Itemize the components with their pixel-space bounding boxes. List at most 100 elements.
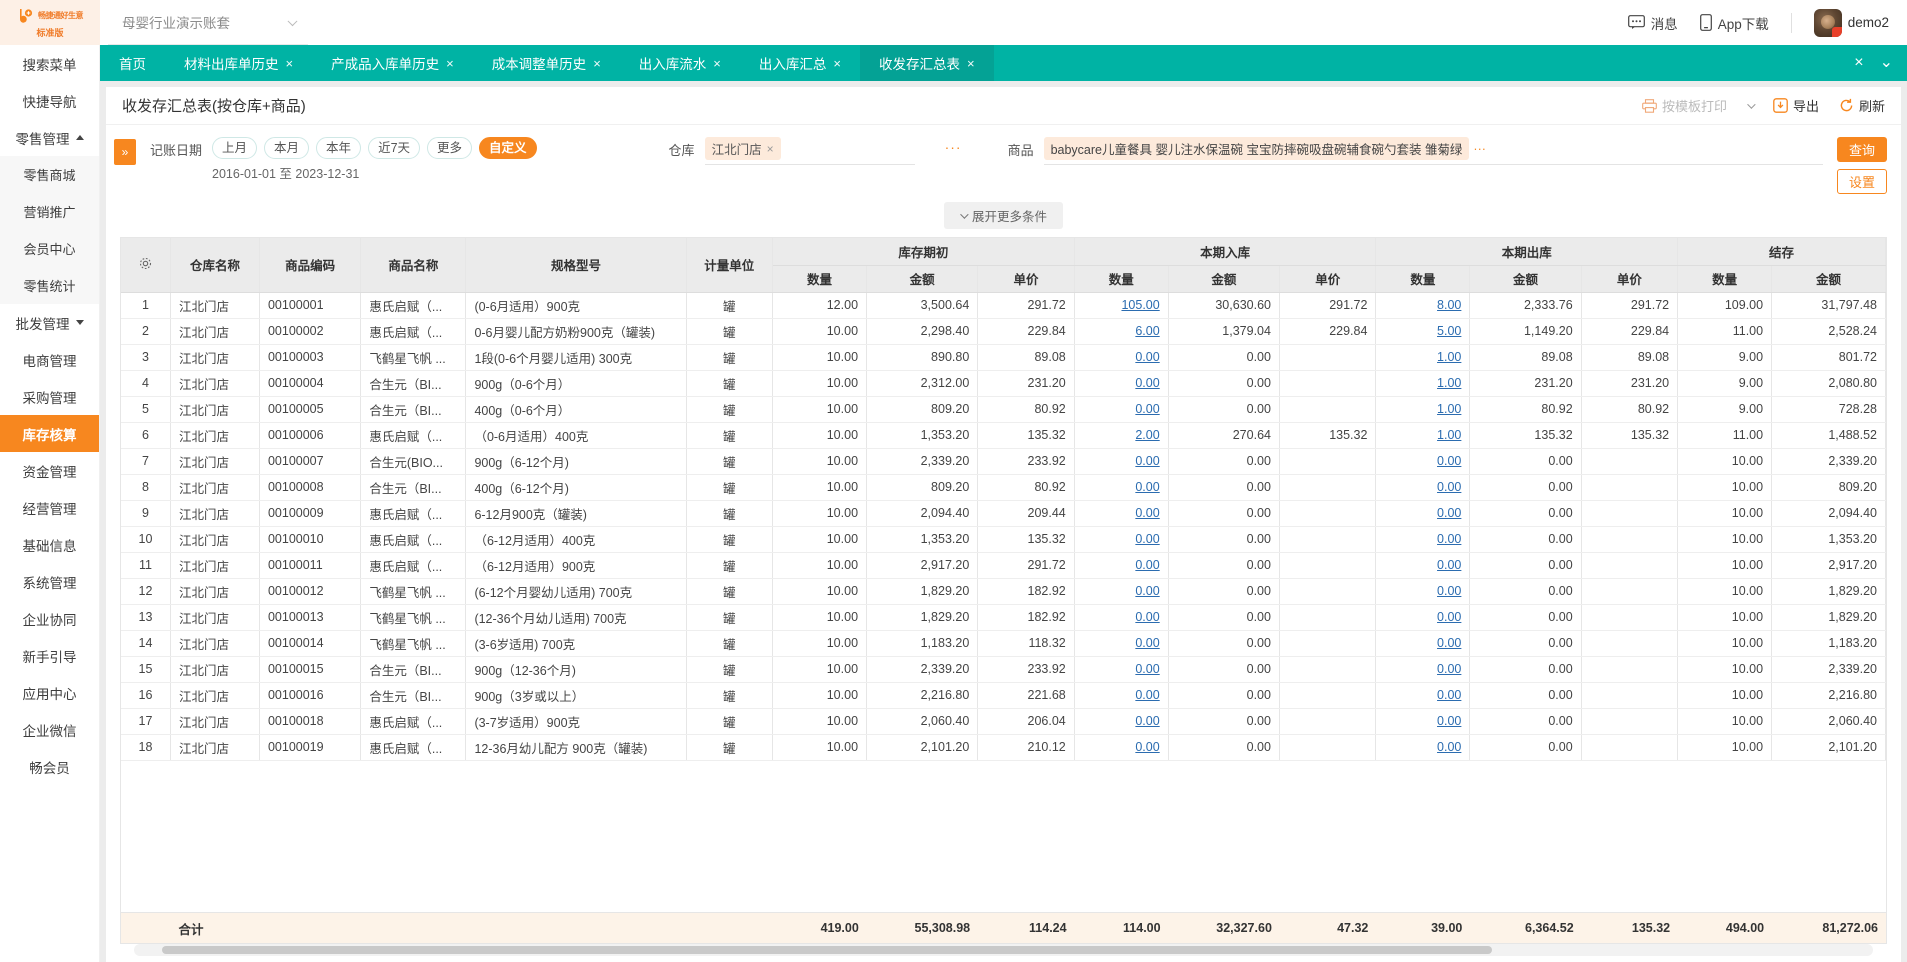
close-icon[interactable]: ×: [833, 55, 841, 71]
brand-logo[interactable]: 畅捷通好生意 标准版: [0, 0, 100, 45]
cell-inbound-qty[interactable]: 0.00: [1074, 578, 1169, 605]
sidebar-item-purchasing[interactable]: 采购管理: [0, 378, 99, 415]
drilldown-link[interactable]: 1.00: [1437, 350, 1462, 364]
cell-outbound-qty[interactable]: 0.00: [1375, 552, 1471, 579]
cell-inbound-qty[interactable]: 0.00: [1074, 708, 1169, 735]
drilldown-link[interactable]: 0.00: [1135, 662, 1160, 676]
cell-inbound-qty[interactable]: 0.00: [1074, 630, 1169, 657]
cell-outbound-qty[interactable]: 1.00: [1375, 344, 1471, 371]
date-chip-last-month[interactable]: 上月: [212, 137, 258, 159]
header-spec-model[interactable]: 规格型号: [465, 238, 687, 293]
drilldown-link[interactable]: 0.00: [1437, 532, 1462, 546]
table-row[interactable]: 13 江北门店 00100013 飞鹤星飞帆 ... (12-36个月幼儿适用) 700…: [121, 604, 1886, 631]
drilldown-link[interactable]: 0.00: [1135, 506, 1160, 520]
drilldown-link[interactable]: 105.00: [1121, 298, 1160, 312]
tab-home[interactable]: 首页: [100, 45, 165, 81]
date-chip-this-month[interactable]: 本月: [264, 137, 310, 159]
header-outbound-qty[interactable]: 数量: [1375, 265, 1471, 293]
cell-inbound-qty[interactable]: 0.00: [1074, 604, 1169, 631]
cell-inbound-qty[interactable]: 2.00: [1074, 422, 1169, 449]
header-closing-amount[interactable]: 金额: [1771, 265, 1886, 293]
cell-outbound-qty[interactable]: 0.00: [1375, 474, 1471, 501]
tab-inout-flow[interactable]: 出入库流水 ×: [620, 45, 740, 81]
filter-collapse-toggle[interactable]: »: [114, 139, 136, 165]
refresh-button[interactable]: 刷新: [1839, 96, 1885, 115]
table-row[interactable]: 8 江北门店 00100008 合生元（BI... 400g（6-12个月) 罐 10.00…: [121, 474, 1886, 501]
cell-outbound-qty[interactable]: 0.00: [1375, 500, 1471, 527]
scrollbar-thumb[interactable]: [162, 946, 1492, 954]
close-icon[interactable]: ×: [593, 55, 601, 71]
sidebar-item-operations[interactable]: 经营管理: [0, 489, 99, 526]
table-row[interactable]: 9 江北门店 00100009 惠氏启赋（... 6-12月900克（罐装) 罐 10.00…: [121, 500, 1886, 527]
drilldown-link[interactable]: 0.00: [1135, 532, 1160, 546]
table-row[interactable]: 14 江北门店 00100014 飞鹤星飞帆 ... (3-6岁适用) 700克罐 10.…: [121, 630, 1886, 657]
drilldown-link[interactable]: 0.00: [1437, 610, 1462, 624]
drilldown-link[interactable]: 0.00: [1437, 506, 1462, 520]
cell-inbound-qty[interactable]: 0.00: [1074, 682, 1169, 709]
cell-inbound-qty[interactable]: 0.00: [1074, 370, 1169, 397]
cell-outbound-qty[interactable]: 0.00: [1375, 604, 1471, 631]
close-icon[interactable]: ×: [713, 55, 721, 71]
drilldown-link[interactable]: 0.00: [1437, 558, 1462, 572]
table-row[interactable]: 1 江北门店 00100001 惠氏启赋（... (0-6月适用）900克罐 12.00 3…: [121, 292, 1886, 319]
cell-outbound-qty[interactable]: 8.00: [1375, 292, 1471, 319]
drilldown-link[interactable]: 0.00: [1135, 584, 1160, 598]
cell-outbound-qty[interactable]: 0.00: [1375, 708, 1471, 735]
drilldown-link[interactable]: 0.00: [1437, 740, 1462, 754]
drilldown-link[interactable]: 0.00: [1437, 688, 1462, 702]
drilldown-link[interactable]: 0.00: [1135, 636, 1160, 650]
print-template-button[interactable]: 按模板打印: [1642, 96, 1727, 115]
drilldown-link[interactable]: 0.00: [1135, 714, 1160, 728]
tab-options-icon[interactable]: ⌄: [1879, 54, 1893, 71]
header-opening-qty[interactable]: 数量: [772, 265, 868, 293]
header-outbound-amount[interactable]: 金额: [1469, 265, 1582, 293]
warehouse-tag-input[interactable]: 江北门店 ×: [704, 137, 915, 165]
cell-outbound-qty[interactable]: 0.00: [1375, 448, 1471, 475]
sidebar-item-retail-mall[interactable]: 零售商城: [0, 156, 99, 193]
close-all-tabs-icon[interactable]: ×: [1854, 54, 1864, 71]
tab-inout-summary[interactable]: 出入库汇总 ×: [740, 45, 860, 81]
cell-inbound-qty[interactable]: 0.00: [1074, 396, 1169, 423]
drilldown-link[interactable]: 0.00: [1135, 740, 1160, 754]
drilldown-link[interactable]: 0.00: [1437, 454, 1462, 468]
table-row[interactable]: 18 江北门店 00100019 惠氏启赋（... 12-36月幼儿配方 900克（罐装…: [121, 734, 1886, 761]
cell-inbound-qty[interactable]: 0.00: [1074, 552, 1169, 579]
header-closing-qty[interactable]: 数量: [1677, 265, 1773, 293]
header-opening-amount[interactable]: 金额: [866, 265, 979, 293]
column-settings-header[interactable]: [121, 238, 171, 293]
tab-finished-goods-inbound-history[interactable]: 产成品入库单历史 ×: [312, 45, 473, 81]
cell-outbound-qty[interactable]: 1.00: [1375, 422, 1471, 449]
tab-material-outbound-history[interactable]: 材料出库单历史 ×: [165, 45, 312, 81]
tab-receipt-issue-balance-summary[interactable]: 收发存汇总表 ×: [859, 45, 994, 81]
cell-outbound-qty[interactable]: 5.00: [1375, 318, 1471, 345]
drilldown-link[interactable]: 0.00: [1135, 688, 1160, 702]
date-range-value[interactable]: 2016-01-01 至 2023-12-31: [212, 167, 360, 181]
date-chip-this-year[interactable]: 本年: [316, 137, 362, 159]
header-product-name[interactable]: 商品名称: [360, 238, 467, 293]
messages-button[interactable]: 消息: [1627, 13, 1678, 33]
drilldown-link[interactable]: 0.00: [1437, 662, 1462, 676]
drilldown-link[interactable]: 6.00: [1135, 324, 1160, 338]
sidebar-item-retail-stats[interactable]: 零售统计: [0, 267, 99, 304]
drilldown-link[interactable]: 8.00: [1437, 298, 1462, 312]
product-tag-input[interactable]: babycare儿童餐具 婴儿注水保温碗 宝宝防摔碗吸盘碗辅食碗勺套装 雏菊绿 …: [1043, 137, 1823, 165]
table-row[interactable]: 16 江北门店 00100016 合生元（BI... 900g（3岁或以上）罐 10.00…: [121, 682, 1886, 709]
drilldown-link[interactable]: 0.00: [1135, 454, 1160, 468]
table-scroll-region[interactable]: 仓库名称 商品编码 商品名称 规格型号 计量单位 库存期初 本期入库 本期出库: [120, 237, 1887, 912]
cell-inbound-qty[interactable]: 0.00: [1074, 500, 1169, 527]
drilldown-link[interactable]: 0.00: [1437, 636, 1462, 650]
sidebar-item-search-menu[interactable]: 搜索菜单: [0, 45, 99, 82]
sidebar-item-wholesale-management[interactable]: 批发管理: [0, 304, 99, 341]
date-chip-more[interactable]: 更多: [427, 137, 473, 159]
drilldown-link[interactable]: 0.00: [1135, 376, 1160, 390]
table-row[interactable]: 15 江北门店 00100015 合生元（BI... 900g（12-36个月) 罐 10.…: [121, 656, 1886, 683]
drilldown-link[interactable]: 0.00: [1135, 558, 1160, 572]
table-row[interactable]: 17 江北门店 00100018 惠氏启赋（... (3-7岁适用）900克罐 10.00…: [121, 708, 1886, 735]
sidebar-item-app-center[interactable]: 应用中心: [0, 674, 99, 711]
chevron-down-icon[interactable]: [1747, 99, 1756, 109]
table-row[interactable]: 11 江北门店 00100011 惠氏启赋（... （6-12月适用）900克罐 10.0…: [121, 552, 1886, 579]
table-row[interactable]: 4 江北门店 00100004 合生元（BI... 900g（0-6个月）罐 10.00 2…: [121, 370, 1886, 397]
sidebar-item-basic-info[interactable]: 基础信息: [0, 526, 99, 563]
table-row[interactable]: 10 江北门店 00100010 惠氏启赋（... （6-12月适用）400克罐 10.0…: [121, 526, 1886, 553]
expand-more-conditions-button[interactable]: 展开更多条件: [943, 202, 1063, 229]
